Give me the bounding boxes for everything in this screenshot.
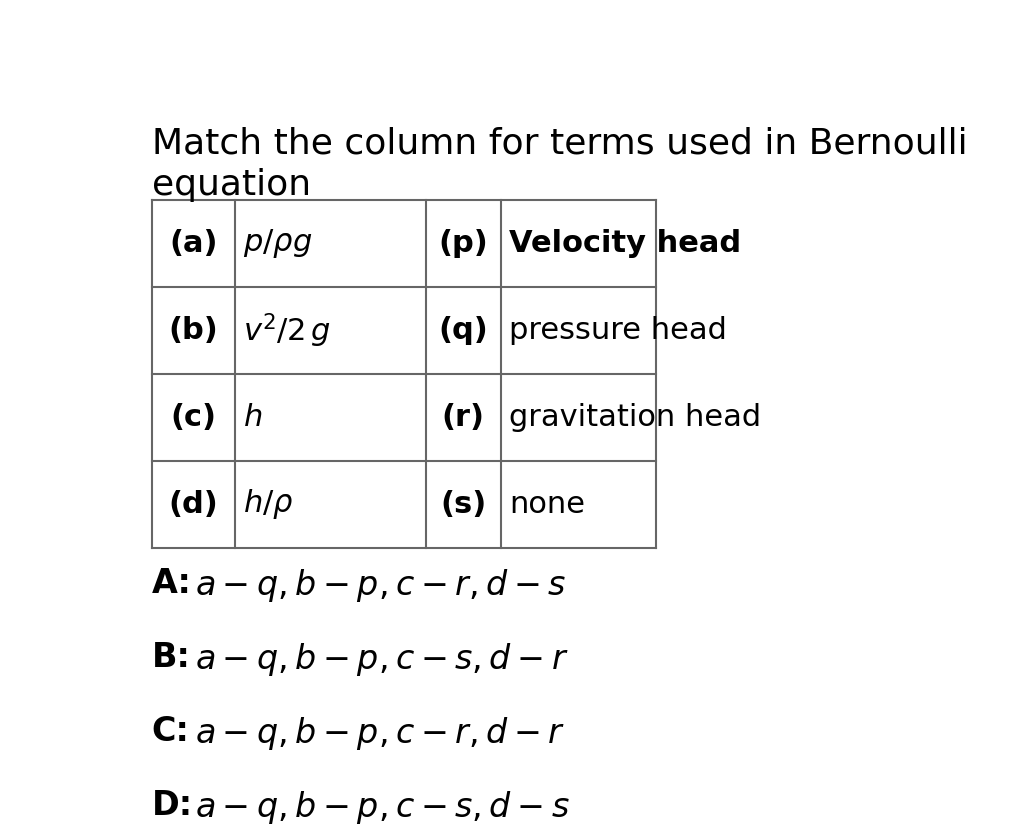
Text: equation: equation: [152, 168, 311, 202]
Text: $h$: $h$: [243, 403, 262, 432]
Text: none: none: [509, 490, 585, 519]
Text: C:: C:: [152, 715, 189, 748]
Text: (c): (c): [170, 403, 216, 432]
Text: $p/\rho g$: $p/\rho g$: [243, 227, 312, 260]
Text: $a - q, b - p, c - r, d - s$: $a - q, b - p, c - r, d - s$: [196, 567, 566, 604]
Text: $v^2/2\, g$: $v^2/2\, g$: [243, 311, 331, 349]
Text: $a - q, b - p, c - s, d - r$: $a - q, b - p, c - s, d - r$: [196, 641, 569, 678]
Text: (p): (p): [438, 229, 488, 258]
Text: $h/\rho$: $h/\rho$: [243, 487, 294, 522]
Text: (a): (a): [169, 229, 218, 258]
Text: (b): (b): [169, 316, 218, 345]
Text: (r): (r): [441, 403, 484, 432]
Text: (d): (d): [169, 490, 218, 519]
Text: D:: D:: [152, 789, 193, 822]
Text: pressure head: pressure head: [509, 316, 727, 345]
Text: gravitation head: gravitation head: [509, 403, 761, 432]
Text: $a - q, b - p, c - r, d - r$: $a - q, b - p, c - r, d - r$: [196, 715, 565, 752]
Text: (q): (q): [438, 316, 488, 345]
Text: $a - q, b - p, c - s, d - s$: $a - q, b - p, c - s, d - s$: [196, 789, 570, 826]
Text: A:: A:: [152, 567, 191, 600]
Text: B:: B:: [152, 641, 190, 674]
Text: Match the column for terms used in Bernoulli: Match the column for terms used in Berno…: [152, 126, 968, 160]
Text: (s): (s): [440, 490, 486, 519]
Text: Velocity head: Velocity head: [509, 229, 741, 258]
